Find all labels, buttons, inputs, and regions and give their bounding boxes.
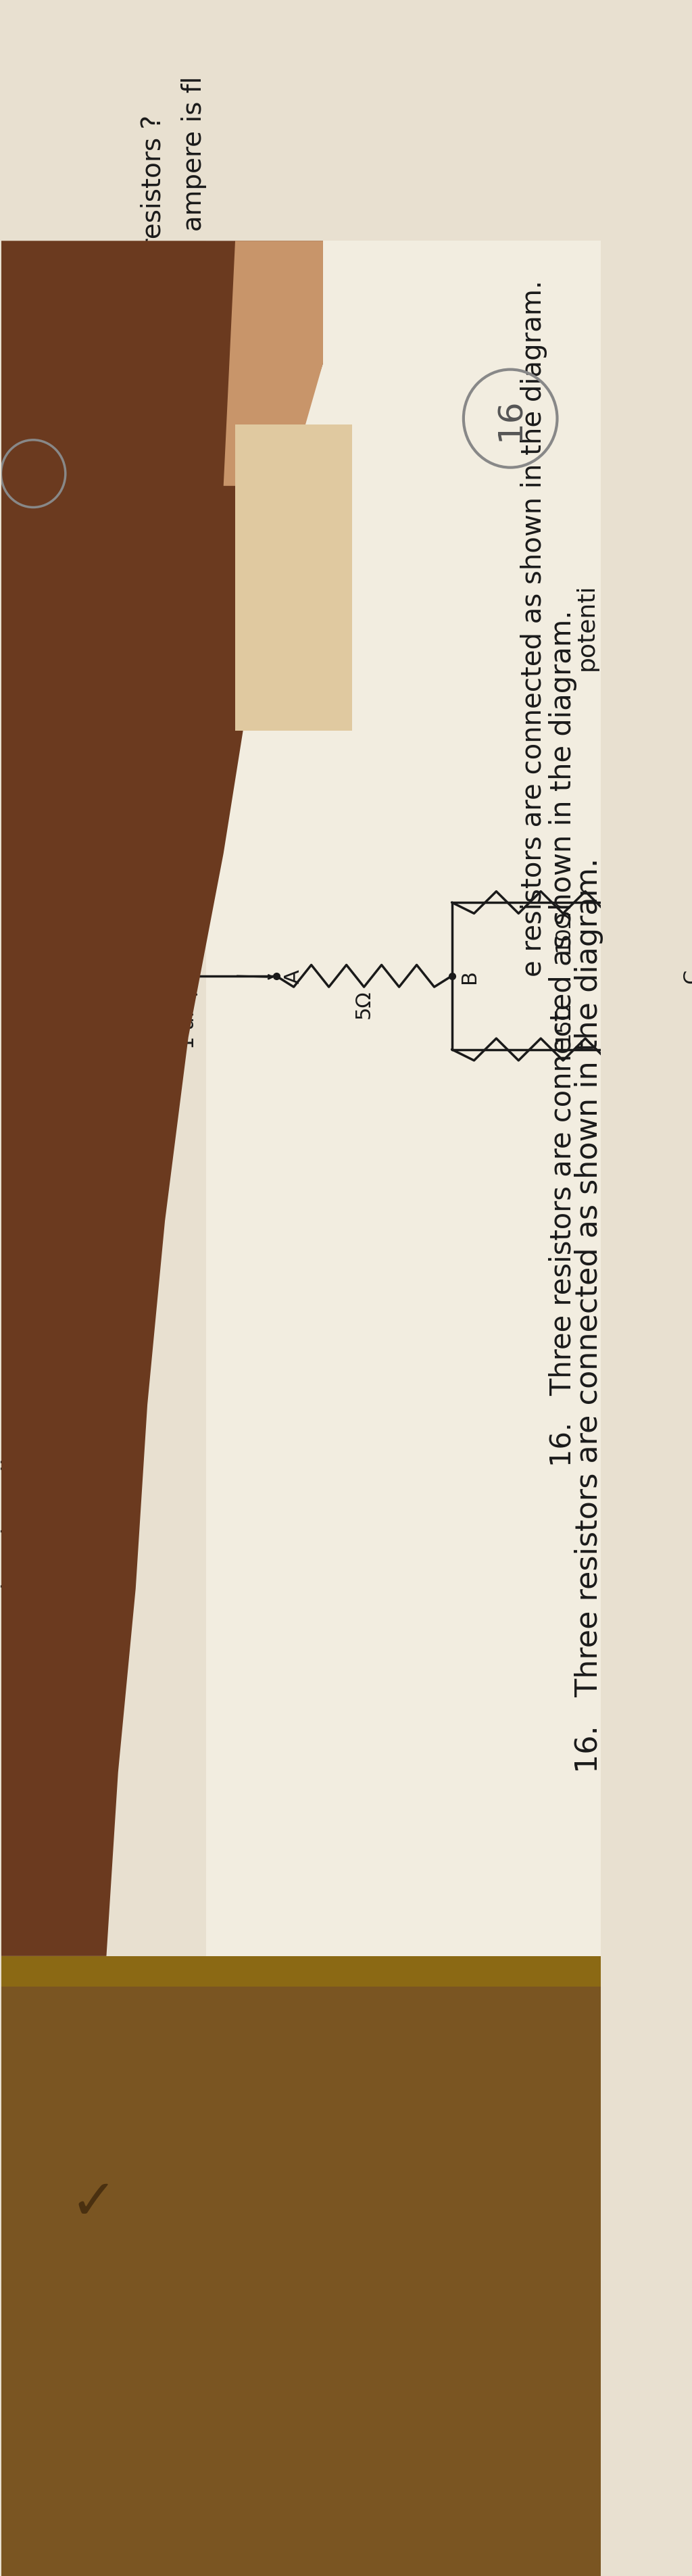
Text: in   the   diag: in the diag (1, 1427, 24, 1589)
Text: $\checkmark$: $\checkmark$ (69, 2174, 109, 2228)
Text: (ii)   What is the p.d. across AB  and across  AC ? — 5v: (ii) What is the p.d. across AB and acro… (105, 325, 131, 1038)
Text: 1 amp.: 1 amp. (179, 976, 198, 1048)
Text: 17.   For the circuit shown in the diagram.: 17. For the circuit shown in the diagram… (17, 762, 43, 1314)
Text: e resistors are connected as shown in the diagram.: e resistors are connected as shown in th… (520, 281, 547, 976)
Text: 5Ω: 5Ω (354, 989, 374, 1018)
Text: 17: 17 (20, 459, 46, 492)
Text: C: C (682, 969, 692, 984)
Bar (206, 242, 601, 1955)
Text: (i)   What is the current through the other   two  resistors ?: (i) What is the current through the othe… (140, 116, 166, 884)
Text: A: A (284, 969, 304, 984)
Text: 15Ω: 15Ω (553, 1002, 573, 1043)
Text: B: B (459, 969, 479, 984)
Bar (235, 425, 352, 732)
Bar (1, 1986, 601, 2576)
Bar (1, 1955, 601, 2576)
Text: 16.   Three resistors are connected as shown in the diagram.: 16. Three resistors are connected as sho… (549, 611, 577, 1466)
Text: 16: 16 (494, 397, 527, 440)
Text: potenti: potenti (575, 582, 598, 670)
Polygon shape (224, 242, 323, 487)
Text: ough the resistor 5 ohm, a current of 1 ampere is fl: ough the resistor 5 ohm, a current of 1 … (181, 77, 207, 750)
Text: 10Ω: 10Ω (553, 909, 573, 951)
Text: (iii)   What is the total resistance ?: (iii) What is the total resistance ? (70, 739, 95, 1190)
Text: 16.   Three resistors are connected as shown in the diagram.: 16. Three resistors are connected as sho… (575, 858, 604, 1772)
Polygon shape (1, 242, 323, 1955)
